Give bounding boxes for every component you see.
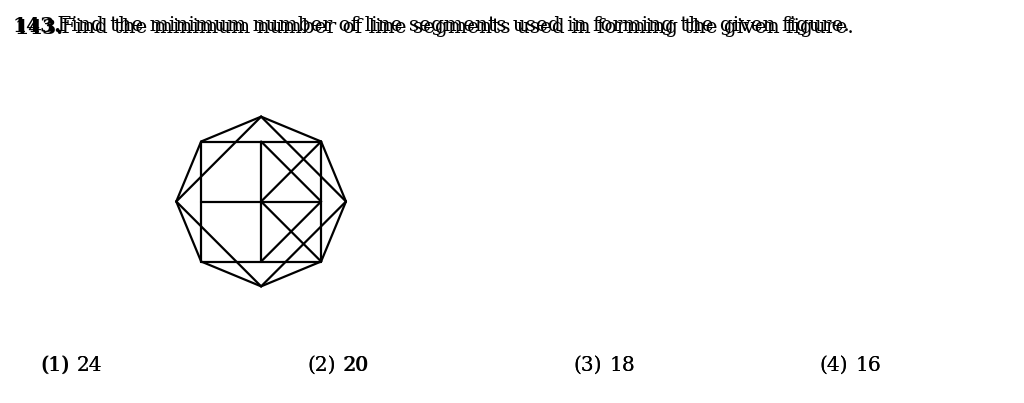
Text: (2): (2): [307, 356, 336, 375]
Text: 18: 18: [609, 356, 635, 375]
Text: Find the minimum number of line segments used in forming the given figure.: Find the minimum number of line segments…: [51, 16, 850, 35]
Text: 16: 16: [855, 356, 881, 375]
Text: (3): (3): [573, 356, 601, 375]
Text: (2): (2): [307, 356, 336, 375]
Text: 143.: 143.: [12, 16, 61, 36]
Text: Find the minimum number of line segments used in forming the given figure.: Find the minimum number of line segments…: [55, 18, 854, 37]
Text: 24: 24: [77, 356, 102, 375]
Text: (1): (1): [41, 356, 70, 375]
Text: 16: 16: [856, 356, 882, 375]
Text: 24: 24: [77, 356, 102, 375]
Text: (4): (4): [819, 356, 848, 375]
Text: 20: 20: [343, 356, 369, 375]
Text: 20: 20: [344, 356, 370, 375]
Text: 143.: 143.: [15, 18, 65, 38]
Text: 18: 18: [610, 356, 636, 375]
Text: (1): (1): [40, 356, 69, 375]
Text: (3): (3): [573, 356, 602, 375]
Text: (4): (4): [819, 356, 848, 375]
